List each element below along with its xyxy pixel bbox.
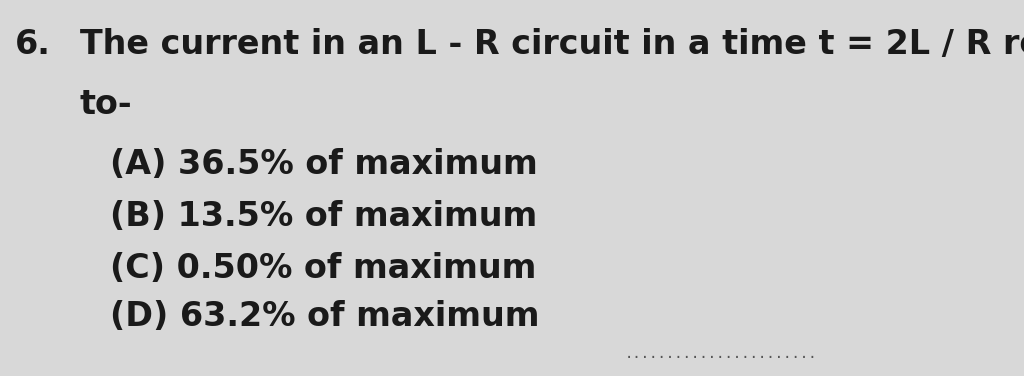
Text: The current in an L - R circuit in a time t = 2L / R reduces: The current in an L - R circuit in a tim… [80, 28, 1024, 61]
Text: (C) 0.50% of maximum: (C) 0.50% of maximum [110, 252, 537, 285]
Text: (B) 13.5% of maximum: (B) 13.5% of maximum [110, 200, 538, 233]
Text: to-: to- [80, 88, 133, 121]
Text: (A) 36.5% of maximum: (A) 36.5% of maximum [110, 148, 538, 181]
Text: 6.: 6. [15, 28, 51, 61]
Text: (D) 63.2% of maximum: (D) 63.2% of maximum [110, 300, 540, 333]
Text: .......................: ....................... [625, 347, 817, 361]
